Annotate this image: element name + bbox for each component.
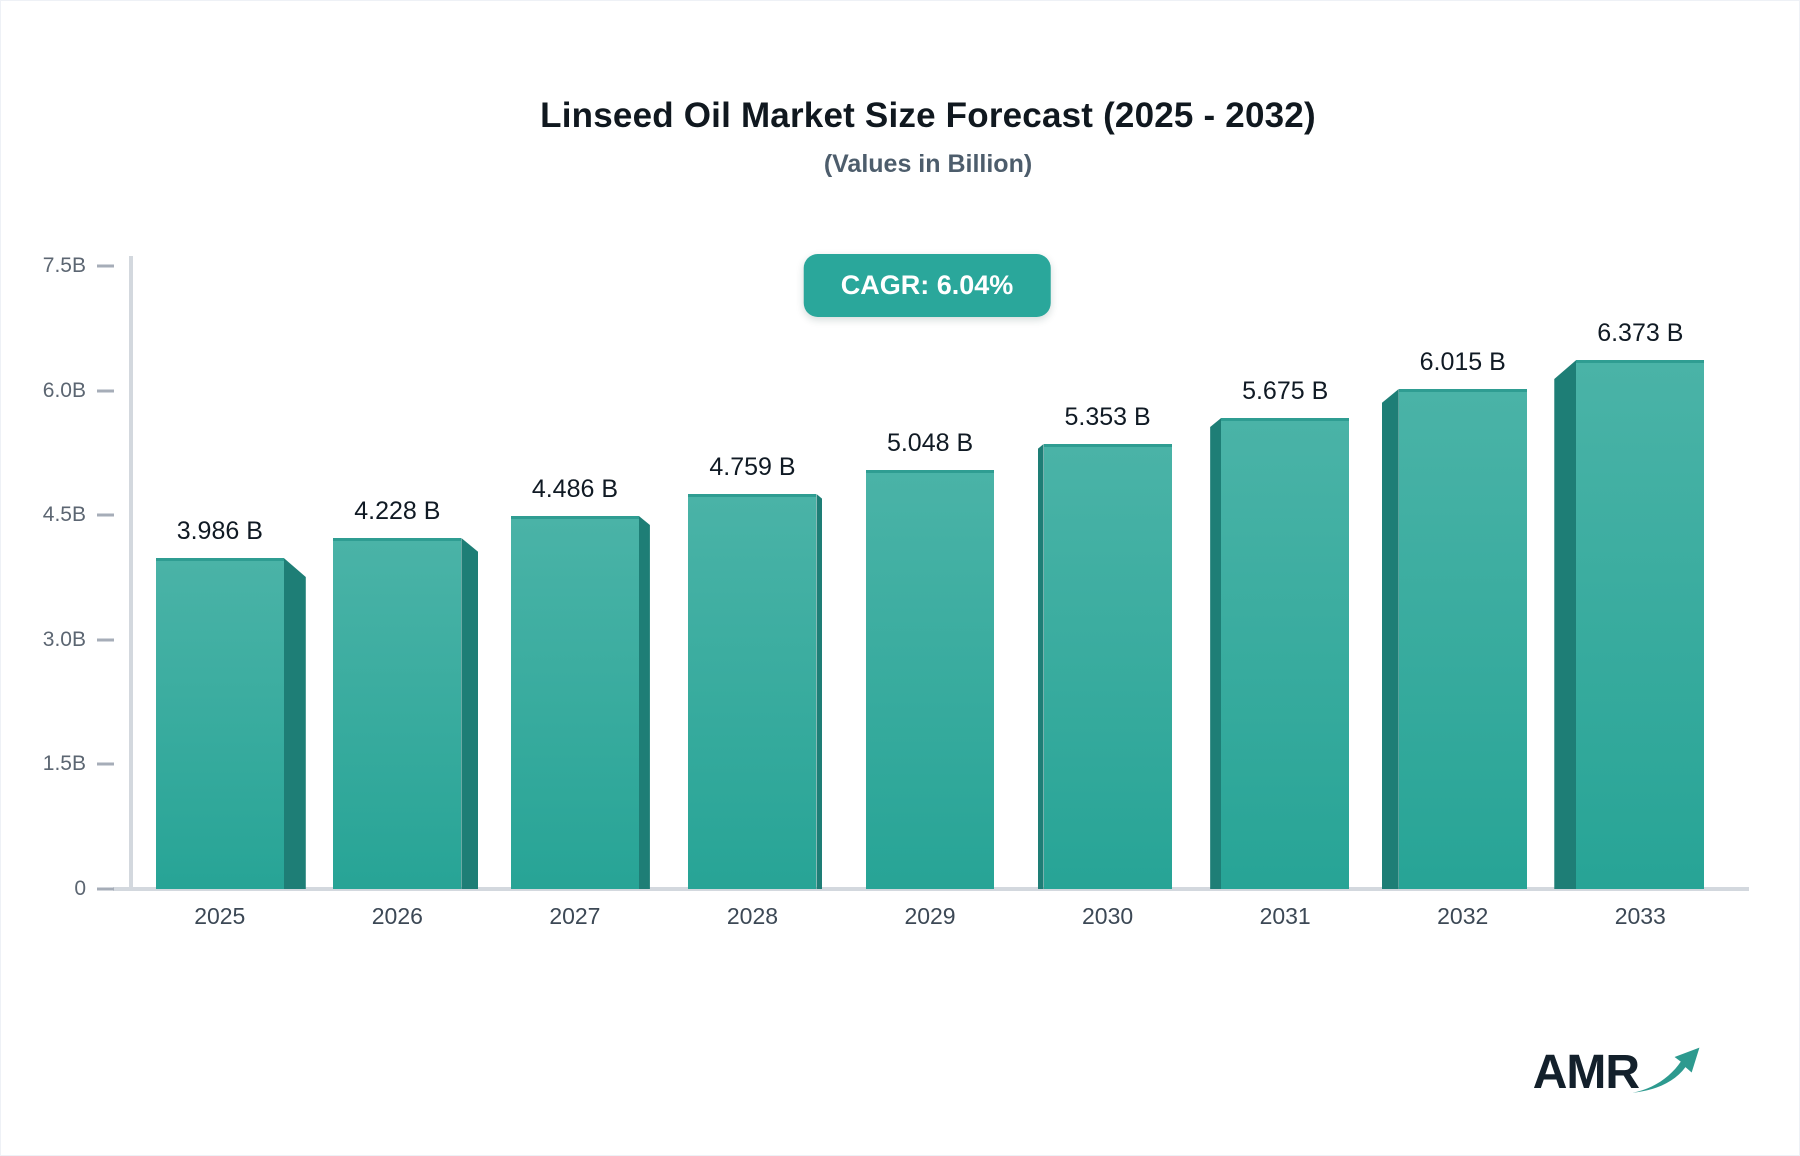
y-tick-label: 3.0B bbox=[42, 627, 86, 651]
y-tick-label: 0 bbox=[74, 877, 86, 900]
x-axis-year-label: 2027 bbox=[549, 903, 601, 929]
x-axis-labels: 2025 2026 2027 2028 2029 2030 2031 2032 2033 bbox=[131, 903, 1729, 930]
bar-side-face bbox=[1210, 418, 1222, 889]
bar: 4.228 B bbox=[309, 266, 487, 889]
bar-value-label: 5.353 B bbox=[1064, 403, 1151, 431]
bar: 4.486 B bbox=[486, 266, 664, 889]
bar-side-face bbox=[283, 558, 306, 889]
bar-value-label: 3.986 B bbox=[176, 517, 263, 545]
x-axis-year-label: 2032 bbox=[1437, 903, 1489, 929]
bar-value-label: 4.759 B bbox=[709, 453, 796, 481]
y-tick-label: 1.5B bbox=[42, 752, 86, 776]
bar-side-face bbox=[1037, 444, 1044, 889]
bar: 6.373 B bbox=[1552, 266, 1730, 889]
chart-title: Linseed Oil Market Size Forecast (2025 -… bbox=[540, 96, 1316, 135]
bar-side-face bbox=[1554, 360, 1577, 889]
x-axis-year-label: 2031 bbox=[1259, 903, 1311, 929]
bar-plot-area: 3.986 B 4.228 B 4.486 B 4.759 B 5.048 B 5.353… bbox=[131, 266, 1729, 889]
bar-face bbox=[1221, 418, 1350, 889]
y-tick-label: 7.5B bbox=[42, 254, 86, 277]
y-tick-dash bbox=[97, 264, 114, 268]
bar-side-face bbox=[638, 516, 650, 889]
y-axis-line bbox=[129, 256, 133, 889]
x-axis-year-label: 2025 bbox=[194, 903, 246, 929]
bar-side-face bbox=[1381, 389, 1399, 889]
bar-value-label: 6.015 B bbox=[1419, 348, 1506, 376]
y-tick-dash bbox=[97, 513, 114, 517]
bar: 3.986 B bbox=[131, 266, 309, 889]
bar-value-label: 5.675 B bbox=[1242, 377, 1329, 405]
chart-header: Linseed Oil Market Size Forecast (2025 -… bbox=[57, 96, 1799, 179]
bar: 5.353 B bbox=[1019, 266, 1197, 889]
bar: 5.675 B bbox=[1196, 266, 1374, 889]
bar: 5.048 B bbox=[841, 266, 1019, 889]
bar-face bbox=[333, 538, 462, 889]
bar-value-label: 4.486 B bbox=[531, 475, 618, 503]
bar: 4.759 B bbox=[664, 266, 842, 889]
bar-value-label: 6.373 B bbox=[1597, 319, 1684, 347]
x-axis-year-label: 2026 bbox=[371, 903, 423, 929]
bar-face bbox=[1398, 389, 1527, 889]
growth-arrow-icon bbox=[1632, 1047, 1700, 1093]
x-axis-year-label: 2030 bbox=[1082, 903, 1134, 929]
amr-logo: AMR bbox=[1533, 1045, 1701, 1101]
bar-face bbox=[155, 558, 284, 889]
chart-subtitle: (Values in Billion) bbox=[823, 150, 1033, 178]
cagr-badge: CAGR: 6.04% bbox=[803, 254, 1051, 317]
x-axis-year-label: 2029 bbox=[904, 903, 956, 929]
bar-face bbox=[688, 494, 817, 889]
x-axis-year-label: 2033 bbox=[1614, 903, 1666, 929]
bar-value-label: 4.228 B bbox=[354, 497, 441, 525]
x-axis-baseline bbox=[113, 887, 1749, 891]
bar-value-label: 5.048 B bbox=[886, 429, 974, 457]
y-tick-dash bbox=[97, 638, 114, 642]
y-tick-label: 6.0B bbox=[42, 378, 86, 402]
bar-face bbox=[1043, 444, 1172, 889]
bar-side-face bbox=[461, 538, 479, 889]
x-axis-year-label: 2028 bbox=[726, 903, 779, 929]
bar-face bbox=[510, 516, 639, 889]
amr-logo-text: AMR bbox=[1532, 1046, 1640, 1099]
bar-side-face bbox=[816, 494, 823, 889]
y-tick-label: 4.5B bbox=[42, 503, 86, 527]
bar: 6.015 B bbox=[1374, 266, 1552, 889]
bar-face bbox=[866, 470, 995, 889]
y-tick-dash bbox=[97, 389, 114, 393]
bar-face bbox=[1576, 360, 1705, 889]
y-tick-dash bbox=[97, 887, 114, 891]
y-tick-dash bbox=[97, 762, 114, 766]
